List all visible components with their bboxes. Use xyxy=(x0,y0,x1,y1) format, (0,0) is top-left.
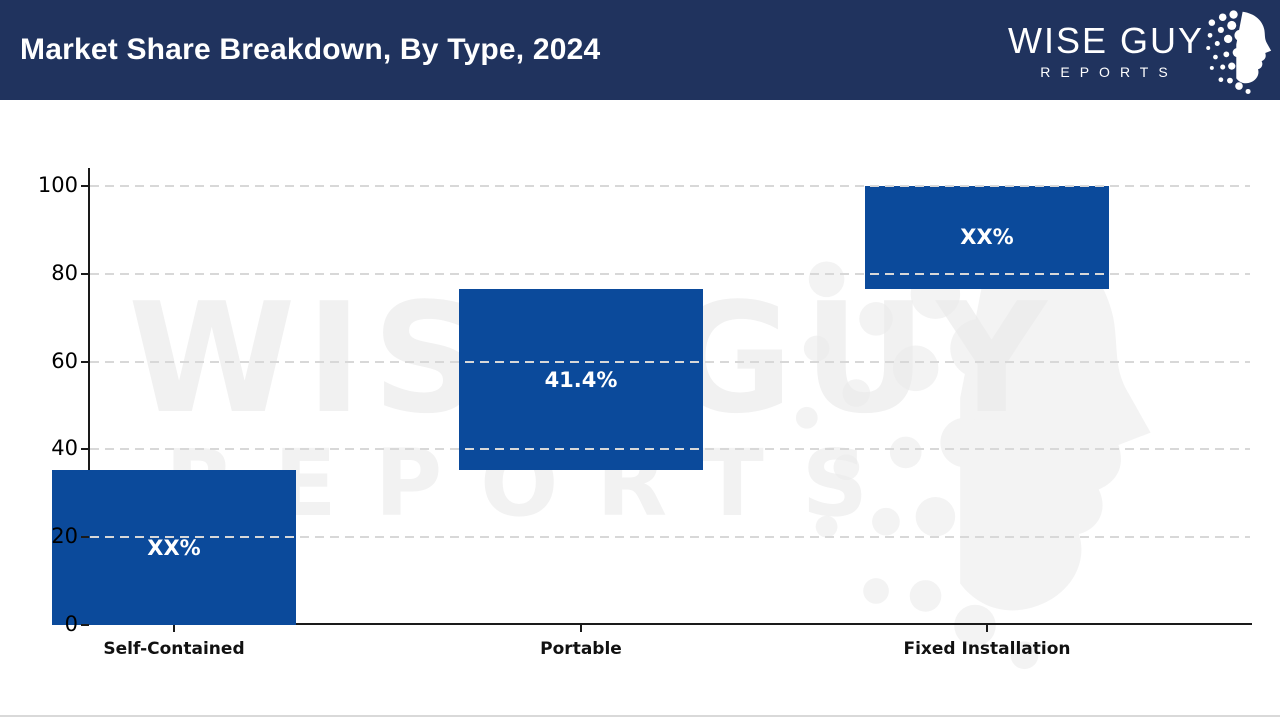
header-bar: Market Share Breakdown, By Type, 2024 WI… xyxy=(0,0,1280,100)
page-title: Market Share Breakdown, By Type, 2024 xyxy=(20,33,601,66)
bar-value-label: XX% xyxy=(147,535,201,560)
wiseguy-face-icon xyxy=(1206,10,1272,95)
y-tick-80 xyxy=(81,272,89,275)
gridline-40 xyxy=(90,448,1250,451)
waterfall-chart: 0 20 40 60 80 100 XX% 41.4% XX% Self-Contained Por… xyxy=(38,165,1252,659)
gridline-20 xyxy=(90,536,1250,539)
logo-subtitle: REPORTS xyxy=(1040,64,1178,80)
gridline-100 xyxy=(90,185,1250,187)
bar-value-label: XX% xyxy=(960,225,1014,250)
x-tick-fixed-installation xyxy=(986,625,988,632)
y-tick-label: 0 xyxy=(64,612,78,636)
gridline-80 xyxy=(90,272,1250,275)
y-tick-label: 20 xyxy=(51,524,78,549)
y-tick-label: 100 xyxy=(37,173,78,197)
y-tick-40 xyxy=(81,448,89,451)
y-tick-20 xyxy=(81,536,89,539)
y-tick-100 xyxy=(81,185,89,187)
x-label-portable: Portable xyxy=(540,639,622,659)
x-tick-self-contained xyxy=(173,625,175,632)
bar-self-contained[interactable] xyxy=(52,470,296,625)
bar-portable[interactable] xyxy=(459,288,703,471)
bottom-divider xyxy=(0,715,1280,717)
logo-wordmark: WISE GUY xyxy=(1007,20,1204,61)
x-label-fixed-installation: Fixed Installation xyxy=(903,639,1071,659)
x-axis-line xyxy=(88,623,1252,625)
y-axis-line xyxy=(88,168,90,625)
bar-value-label: 41.4% xyxy=(544,367,618,392)
x-tick-portable xyxy=(580,625,582,632)
gridline-60 xyxy=(90,360,1250,363)
logo-text: WISE GUY REPORTS xyxy=(1007,20,1204,81)
y-tick-60 xyxy=(81,360,89,363)
y-tick-label: 40 xyxy=(51,436,78,461)
wiseguy-logo: WISE GUY REPORTS xyxy=(1008,8,1274,95)
y-tick-label: 80 xyxy=(51,260,78,285)
x-label-self-contained: Self-Contained xyxy=(103,639,245,659)
bar-fixed-installation[interactable] xyxy=(865,186,1109,289)
y-tick-0 xyxy=(81,624,89,626)
y-tick-label: 60 xyxy=(51,348,78,373)
